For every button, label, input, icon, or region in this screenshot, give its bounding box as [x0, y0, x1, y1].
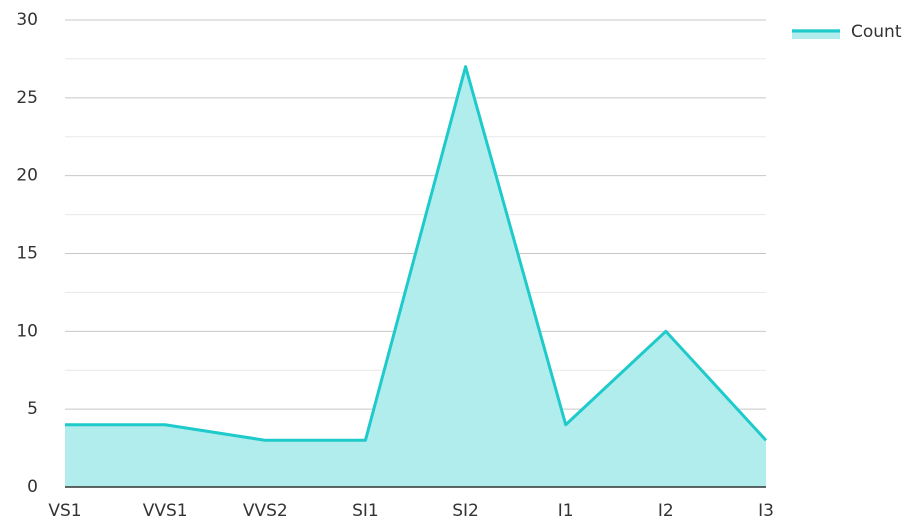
- y-tick-label: 20: [16, 166, 38, 186]
- y-tick-label: 0: [27, 477, 38, 497]
- y-tick-label: 10: [16, 321, 38, 341]
- x-tick-label: SI2: [452, 501, 479, 521]
- area-fill: [65, 66, 766, 487]
- y-tick-label: 15: [16, 244, 38, 264]
- y-tick-label: 5: [27, 399, 38, 419]
- x-tick-label: I1: [558, 501, 574, 521]
- legend-swatch: [792, 29, 840, 39]
- x-tick-label: VS1: [48, 501, 81, 521]
- x-tick-label: VVS1: [143, 501, 188, 521]
- area-line: [65, 65, 768, 442]
- x-tick-label: SI1: [352, 501, 379, 521]
- x-tick-label: I3: [758, 501, 774, 521]
- legend-label: Count: [851, 22, 902, 42]
- y-tick-label: 25: [16, 88, 38, 108]
- y-tick-label: 30: [16, 10, 38, 30]
- x-tick-label: I2: [658, 501, 674, 521]
- x-tick-label: VVS2: [243, 501, 288, 521]
